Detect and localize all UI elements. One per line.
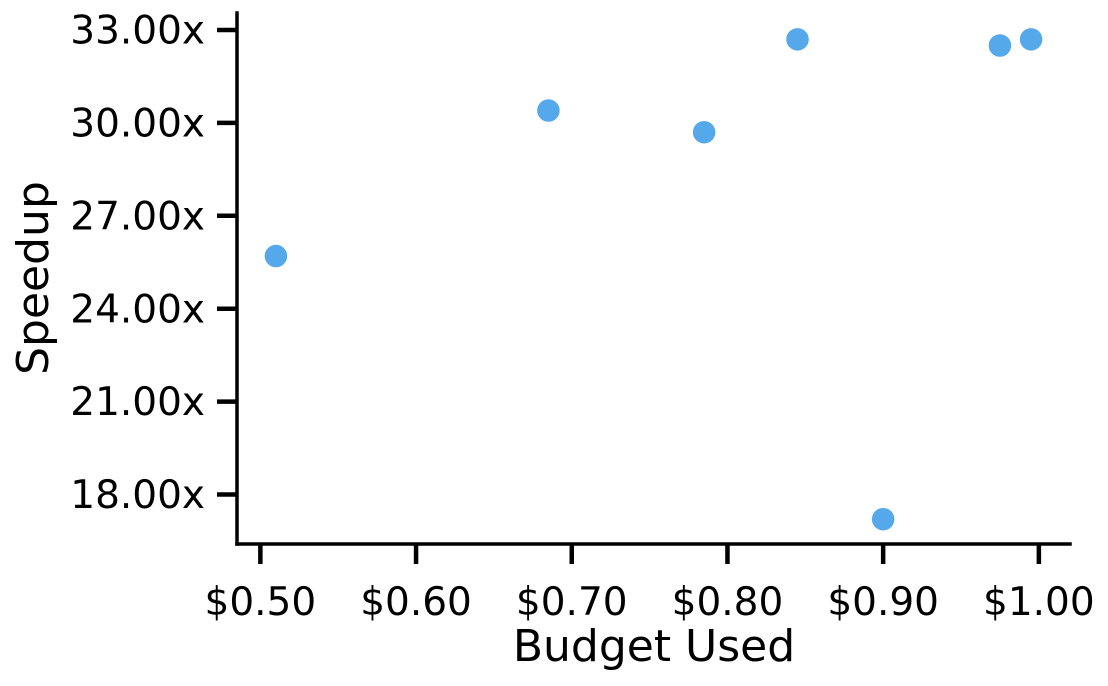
- x-axis-ticks: $0.50 $0.60 $0.70 $0.80 $0.90 $1.00: [205, 544, 1095, 625]
- x-tick-label: $0.60: [360, 580, 472, 625]
- data-points: [263, 26, 1044, 532]
- data-point: [1018, 26, 1044, 53]
- data-point: [535, 97, 562, 124]
- x-tick-label: $0.90: [827, 580, 939, 625]
- y-tick-label: 27.00x: [70, 194, 205, 239]
- y-tick-label: 30.00x: [70, 102, 205, 147]
- axes-spines: [235, 11, 1072, 546]
- data-point: [691, 119, 717, 145]
- x-axis-label: Budget Used: [513, 621, 795, 672]
- data-point: [784, 26, 811, 53]
- x-tick-label: $0.50: [205, 580, 317, 625]
- y-tick-label: 18.00x: [70, 473, 205, 518]
- y-axis-label: Speedup: [8, 181, 59, 375]
- x-tick-label: $1.00: [983, 580, 1095, 625]
- y-tick-label: 21.00x: [70, 380, 205, 425]
- data-point: [870, 506, 896, 532]
- y-tick-label: 33.00x: [70, 9, 205, 54]
- data-point: [263, 243, 289, 269]
- y-tick-label: 24.00x: [70, 287, 205, 332]
- x-tick-label: $0.70: [516, 580, 628, 625]
- data-point: [987, 32, 1013, 59]
- y-axis-ticks: 18.00x 21.00x 24.00x 27.00x 30.00x 33.00x: [70, 9, 237, 518]
- x-tick-label: $0.80: [672, 580, 784, 625]
